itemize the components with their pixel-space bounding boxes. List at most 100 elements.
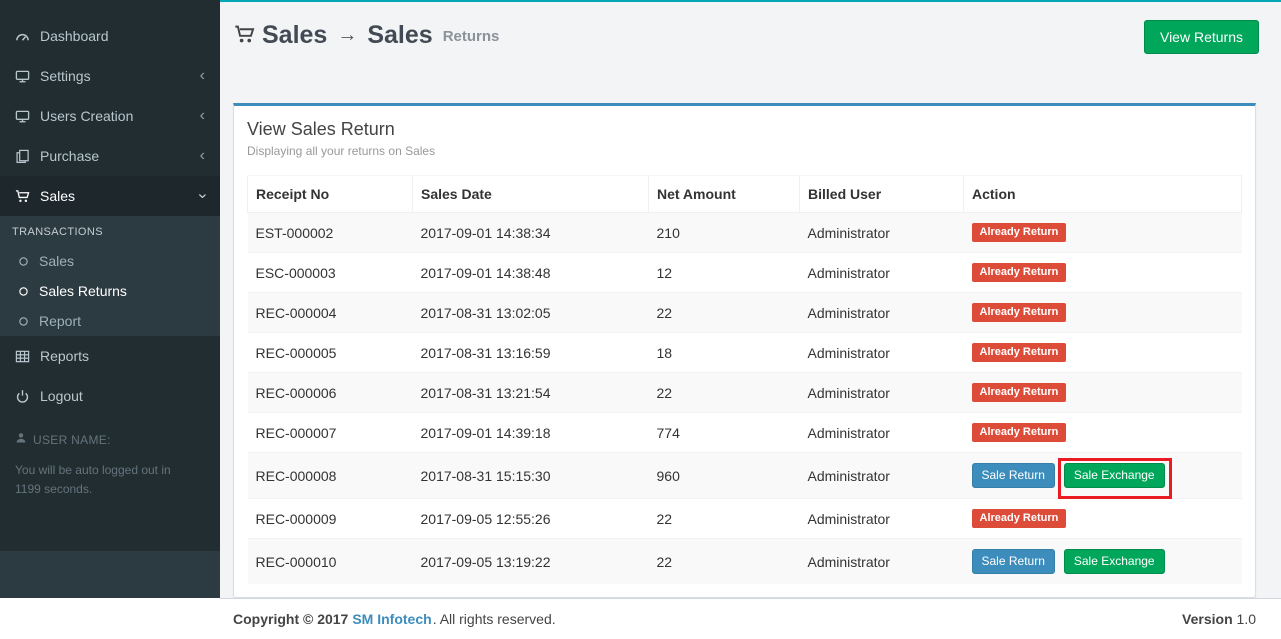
sales-return-panel: View Sales Return Displaying all your re…: [233, 103, 1256, 598]
breadcrumb-sales-returns: Sales: [367, 20, 433, 49]
submenu-item-report[interactable]: Report: [0, 306, 220, 336]
table-row: REC-000006 2017-08-31 13:21:54 22 Administr…: [247, 372, 1242, 413]
page-title: Sales → Sales Returns: [234, 16, 499, 53]
sidebar-item-logout[interactable]: Logout: [0, 376, 220, 416]
circle-o-icon: [17, 285, 39, 298]
sidebar-item-dashboard[interactable]: Dashboard: [0, 16, 220, 56]
sidebar-item-settings[interactable]: Settings: [0, 56, 220, 96]
chevron-left-icon: [200, 108, 205, 124]
cell-action: Already Return: [963, 498, 1242, 539]
cell-sales-date: 2017-09-05 13:19:22: [412, 538, 649, 584]
sidebar-item-label: Users Creation: [40, 108, 134, 124]
content-header: Sales → Sales Returns View Returns: [220, 2, 1281, 54]
user-name-line: USER NAME:: [15, 432, 205, 447]
column-header-receipt-no: Receipt No: [247, 175, 413, 213]
sidebar-item-label: Settings: [40, 68, 91, 84]
sidebar-item-sales[interactable]: Sales: [0, 176, 220, 216]
cell-net-amount: 22: [648, 498, 800, 539]
submenu-item-label: Report: [39, 313, 82, 329]
top-accent-strip: [220, 0, 1281, 2]
sidebar-item-users-creation[interactable]: Users Creation: [0, 96, 220, 136]
cell-action: Sale Return Sale Exchange: [963, 538, 1242, 584]
submenu-item-label: Sales Returns: [39, 283, 127, 299]
cell-billed-user: Administrator: [799, 538, 964, 584]
breadcrumb-sales: Sales: [262, 20, 328, 49]
column-header-billed-user: Billed User: [799, 175, 964, 213]
submenu-item-sales-returns[interactable]: Sales Returns: [0, 276, 220, 306]
copyright-line: Copyright © 2017 SM Infotech. All rights …: [233, 611, 556, 627]
dashboard-icon: [15, 29, 40, 44]
already-return-badge: Already Return: [971, 223, 1067, 242]
cell-net-amount: 22: [648, 538, 800, 584]
view-returns-button[interactable]: View Returns: [1143, 20, 1259, 54]
panel-title: View Sales Return: [247, 119, 395, 139]
sale-exchange-button[interactable]: Sale Exchange: [1057, 458, 1172, 499]
cell-receipt-no: REC-000004: [247, 292, 413, 333]
cell-sales-date: 2017-09-01 14:39:18: [412, 412, 649, 453]
annotation-highlight: [1057, 458, 1172, 499]
already-return-badge: Already Return: [971, 509, 1067, 528]
sidebar-item-label: Reports: [40, 348, 90, 364]
already-return-badge: Already Return: [971, 423, 1067, 442]
panel-header: View Sales Return Displaying all your re…: [234, 106, 1255, 167]
sidebar-nav: Dashboard Settings Users Creation: [0, 0, 220, 416]
circle-o-icon: [17, 315, 39, 328]
sale-return-button[interactable]: Sale Return: [971, 549, 1055, 574]
desktop-icon: [15, 109, 40, 124]
circle-o-icon: [17, 255, 39, 268]
sidebar-dark-area: Dashboard Settings Users Creation: [0, 0, 220, 598]
panel-subtitle: Displaying all your returns on Sales: [247, 144, 436, 158]
breadcrumb-sub-label: Returns: [442, 28, 500, 45]
table-header-row: Receipt No Sales Date Net Amount Billed …: [247, 175, 1242, 213]
chevron-left-icon: [200, 148, 205, 164]
cell-sales-date: 2017-09-05 12:55:26: [412, 498, 649, 539]
cell-net-amount: 22: [648, 292, 800, 333]
cell-receipt-no: REC-000010: [247, 538, 413, 584]
sidebar: Dashboard Settings Users Creation: [0, 0, 220, 639]
table-row: ESC-000003 2017-09-01 14:38:48 12 Administr…: [247, 252, 1242, 293]
cell-sales-date: 2017-09-01 14:38:48: [412, 252, 649, 293]
sales-returns-table: Receipt No Sales Date Net Amount Billed …: [247, 175, 1242, 584]
table-row: EST-000002 2017-09-01 14:38:34 210 Administ…: [247, 212, 1242, 253]
arrow-right-icon: →: [337, 23, 358, 46]
table-row: REC-000004 2017-08-31 13:02:05 22 Administr…: [247, 292, 1242, 333]
submenu-item-sales[interactable]: Sales: [0, 246, 220, 276]
cell-net-amount: 210: [648, 212, 800, 253]
already-return-badge: Already Return: [971, 343, 1067, 362]
sidebar-item-reports[interactable]: Reports: [0, 336, 220, 376]
table-row: REC-000009 2017-09-05 12:55:26 22 Administr…: [247, 498, 1242, 539]
cell-billed-user: Administrator: [799, 252, 964, 293]
sale-exchange-button[interactable]: Sale Exchange: [1063, 549, 1165, 574]
cart-icon: [15, 189, 40, 204]
cell-receipt-no: REC-000009: [247, 498, 413, 539]
sidebar-submenu-transactions: TRANSACTIONS Sales Sales Returns: [0, 216, 220, 336]
company-link[interactable]: SM Infotech: [352, 611, 432, 627]
cell-net-amount: 774: [648, 412, 800, 453]
cell-billed-user: Administrator: [799, 412, 964, 453]
version-text: Version 1.0: [1182, 611, 1256, 627]
column-header-sales-date: Sales Date: [412, 175, 649, 213]
sale-return-button[interactable]: Sale Return: [971, 463, 1055, 488]
cell-net-amount: 12: [648, 252, 800, 293]
main-area: Sales → Sales Returns View Returns View …: [220, 0, 1281, 639]
column-header-action: Action: [963, 175, 1242, 213]
cell-sales-date: 2017-09-01 14:38:34: [412, 212, 649, 253]
sidebar-item-label: Logout: [40, 388, 83, 404]
sidebar-user-block: USER NAME: You will be auto logged out i…: [0, 420, 220, 504]
auto-logout-notice: You will be auto logged out in 1199 seco…: [15, 463, 171, 496]
sidebar-item-label: Purchase: [40, 148, 100, 164]
user-name-label: USER NAME:: [33, 432, 111, 447]
version-label: Version: [1182, 611, 1233, 627]
cell-net-amount: 22: [648, 372, 800, 413]
cell-billed-user: Administrator: [799, 332, 964, 373]
cell-billed-user: Administrator: [799, 452, 964, 499]
desktop-icon: [15, 69, 40, 84]
content-body: View Sales Return Displaying all your re…: [220, 54, 1281, 598]
cell-action: Already Return: [963, 252, 1242, 293]
cell-billed-user: Administrator: [799, 212, 964, 253]
table-header: Receipt No Sales Date Net Amount Billed …: [247, 175, 1242, 213]
table-icon: [15, 349, 40, 364]
sidebar-item-purchase[interactable]: Purchase: [0, 136, 220, 176]
cell-action: Already Return: [963, 292, 1242, 333]
